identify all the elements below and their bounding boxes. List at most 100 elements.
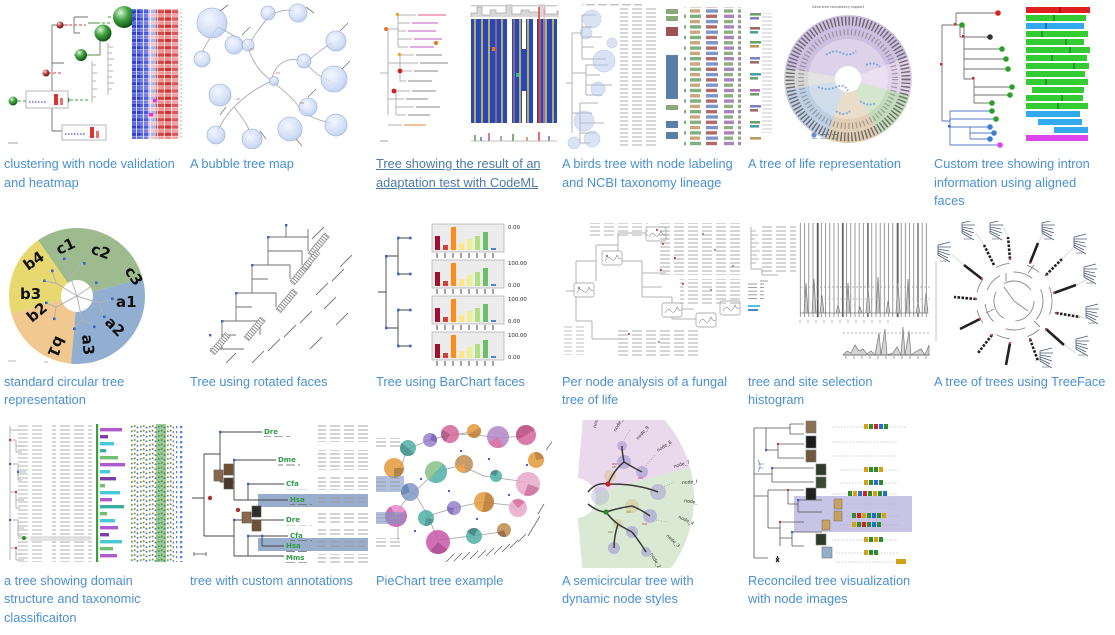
caption-link[interactable]: Custom tree showing intron information u… xyxy=(934,156,1090,209)
caption-link[interactable]: A bubble tree map xyxy=(190,156,294,171)
node-images xyxy=(805,420,843,559)
gallery-item: Gene tree consistency support xyxy=(748,3,931,211)
caption-link[interactable]: A semicircular tree with dynamic node st… xyxy=(562,572,694,607)
intron-blocks xyxy=(1026,7,1090,141)
legend-block xyxy=(748,282,764,311)
thumbnail-link-annotations[interactable]: Dre Dme Cfa Hsa Dre Cfa Hsa Mms xyxy=(190,420,373,568)
histogram-2 xyxy=(842,326,930,359)
node-dots xyxy=(8,438,26,549)
caption-link[interactable]: Tree using rotated faces xyxy=(190,373,328,389)
gallery-item: Dre Dme Cfa Hsa Dre Cfa Hsa Mms xyxy=(190,420,373,628)
svg-text:0.00: 0.00 xyxy=(508,355,521,361)
gallery-item: clustering with node validation and heat… xyxy=(4,3,187,211)
tick-row xyxy=(799,319,889,323)
outgroup-glyph xyxy=(775,555,780,563)
caption-link[interactable]: A birds tree with node labeling and NCBI… xyxy=(562,156,733,190)
leaf-nodes xyxy=(959,10,1015,148)
caption-link[interactable]: tree and site selection histogram xyxy=(748,373,873,408)
thumbnail-link-birds[interactable] xyxy=(562,3,745,151)
leaf-leaders xyxy=(623,429,675,562)
caption-link-highlighted[interactable]: Tree showing the result of an adaptation… xyxy=(376,156,541,190)
thumbnail-link-treeoftrees[interactable] xyxy=(934,220,1115,369)
svg-text:100.00: 100.00 xyxy=(508,297,527,303)
thumbnail-link-piechart[interactable] xyxy=(376,420,559,568)
lineage-blocks xyxy=(666,9,678,139)
species-labels xyxy=(758,224,796,273)
node-images xyxy=(207,463,262,532)
axis-labels: 100.00 0.00 100.00 0.00 100.00 0.00 0.00 xyxy=(508,225,527,361)
support-values xyxy=(236,48,304,104)
intron-tree-thumbnail xyxy=(940,7,1090,148)
taxonomy-bars xyxy=(100,427,125,558)
node-halo-circles xyxy=(591,440,666,557)
thumbnail-title-text xyxy=(582,4,642,7)
clustering-heatmap-thumbnail xyxy=(8,6,185,144)
thumbnail-link-intron[interactable] xyxy=(934,3,1115,151)
tree-branches xyxy=(18,16,126,132)
tip-labels xyxy=(445,441,553,562)
gallery-item: A bubble tree map xyxy=(190,3,373,211)
circular-tree-thumbnail: c1 c2 c3 a1 a2 a3 b1 b2 b3 b4 xyxy=(8,227,147,364)
leaf-text-clusters xyxy=(564,222,744,357)
gene-id-labels xyxy=(14,423,46,562)
annotations-thumbnail: Dre Dme Cfa Hsa Dre Cfa Hsa Mms xyxy=(192,423,368,564)
caption-link[interactable]: a tree showing domain structure and taxo… xyxy=(4,572,141,625)
caption-link[interactable]: PieChart tree example xyxy=(376,572,504,588)
gallery-item: node_11 node_10 node_9 node_8 node_7 nod… xyxy=(562,419,745,628)
thumbnail-link-circular[interactable]: c1 c2 c3 a1 a2 a3 b1 b2 b3 b4 xyxy=(4,221,187,369)
reconciled-thumbnail xyxy=(753,420,912,564)
semicircular-thumbnail: node_11 node_10 node_9 node_8 node_7 nod… xyxy=(562,419,697,568)
svg-text:Hsa: Hsa xyxy=(290,496,305,504)
barchart-panels xyxy=(431,223,505,360)
thumbnail-link-rotated[interactable] xyxy=(190,221,373,369)
left-text-blocks xyxy=(376,437,404,548)
thumbnail-link-semicircular[interactable]: node_11 node_10 node_9 node_8 node_7 nod… xyxy=(562,419,745,568)
caption-link[interactable]: clustering with node validation and heat… xyxy=(4,156,175,190)
site-histogram-thumbnail xyxy=(748,222,930,359)
alignment-histogram-top xyxy=(470,4,559,17)
caption-link[interactable]: Tree using BarChart faces xyxy=(376,373,525,389)
thumbnail-link-reconciled[interactable] xyxy=(748,420,931,568)
svg-text:0.00: 0.00 xyxy=(508,283,521,289)
caption-link[interactable]: standard circular tree representation xyxy=(4,373,125,408)
thumbnail-link-histogram[interactable] xyxy=(748,221,931,369)
caption-link[interactable]: tree with custom annotations xyxy=(190,572,353,588)
inner-circular-tree xyxy=(975,262,1053,340)
thumbnail-link-treeoflife[interactable]: Gene tree consistency support xyxy=(748,3,931,151)
taxonomy-columns xyxy=(684,7,741,147)
svg-text:Hsa: Hsa xyxy=(286,542,301,550)
thumbnail-link-codeml[interactable] xyxy=(376,3,559,151)
caption-link[interactable]: A tree of trees using TreeFace xyxy=(934,373,1106,389)
thumbnail-link-bubble[interactable] xyxy=(190,3,373,151)
thumbnail-link-fungal[interactable] xyxy=(562,221,745,369)
bubbles xyxy=(193,3,348,149)
scale-marks xyxy=(8,360,48,362)
svg-text:a3: a3 xyxy=(78,333,98,355)
gallery-item: Custom tree showing intron information u… xyxy=(934,3,1115,211)
caption-link[interactable]: A tree of life representation xyxy=(748,156,901,171)
leader-lines xyxy=(951,224,1091,353)
thumbnail-link-barchart[interactable]: 100.00 0.00 100.00 0.00 100.00 0.00 0.00 xyxy=(376,221,559,369)
thumbnail-link-domain[interactable] xyxy=(4,420,187,568)
validation-inset-boxes xyxy=(25,90,107,141)
scale-bar xyxy=(193,551,207,556)
gallery-item: 100.00 0.00 100.00 0.00 100.00 0.00 0.00 Tr… xyxy=(376,221,559,410)
svg-text:b3: b3 xyxy=(20,285,41,303)
rotated-faces-thumbnail xyxy=(209,223,353,363)
caption-link[interactable]: Reconciled tree visualization with node … xyxy=(748,572,911,607)
gallery-grid: clustering with node validation and heat… xyxy=(4,3,1113,627)
svg-text:Dre: Dre xyxy=(286,516,300,524)
svg-text:c2: c2 xyxy=(89,239,113,263)
species-labels: Dre Dme Cfa Hsa Dre Cfa Hsa Mms xyxy=(264,428,305,562)
thumbnail-link-clustering[interactable] xyxy=(4,3,187,151)
inner-branches xyxy=(43,258,113,329)
support-dots xyxy=(975,257,1057,344)
svg-text:node_7: node_7 xyxy=(673,459,691,469)
background-sectors xyxy=(562,419,694,568)
gene-domain-blocks xyxy=(848,423,906,564)
svg-text:Dre: Dre xyxy=(264,428,278,436)
caption-link[interactable]: Per node analysis of a fungal tree of li… xyxy=(562,373,728,408)
gallery-item: Reconciled tree visualization with node … xyxy=(748,420,931,628)
separator-line xyxy=(96,423,99,562)
